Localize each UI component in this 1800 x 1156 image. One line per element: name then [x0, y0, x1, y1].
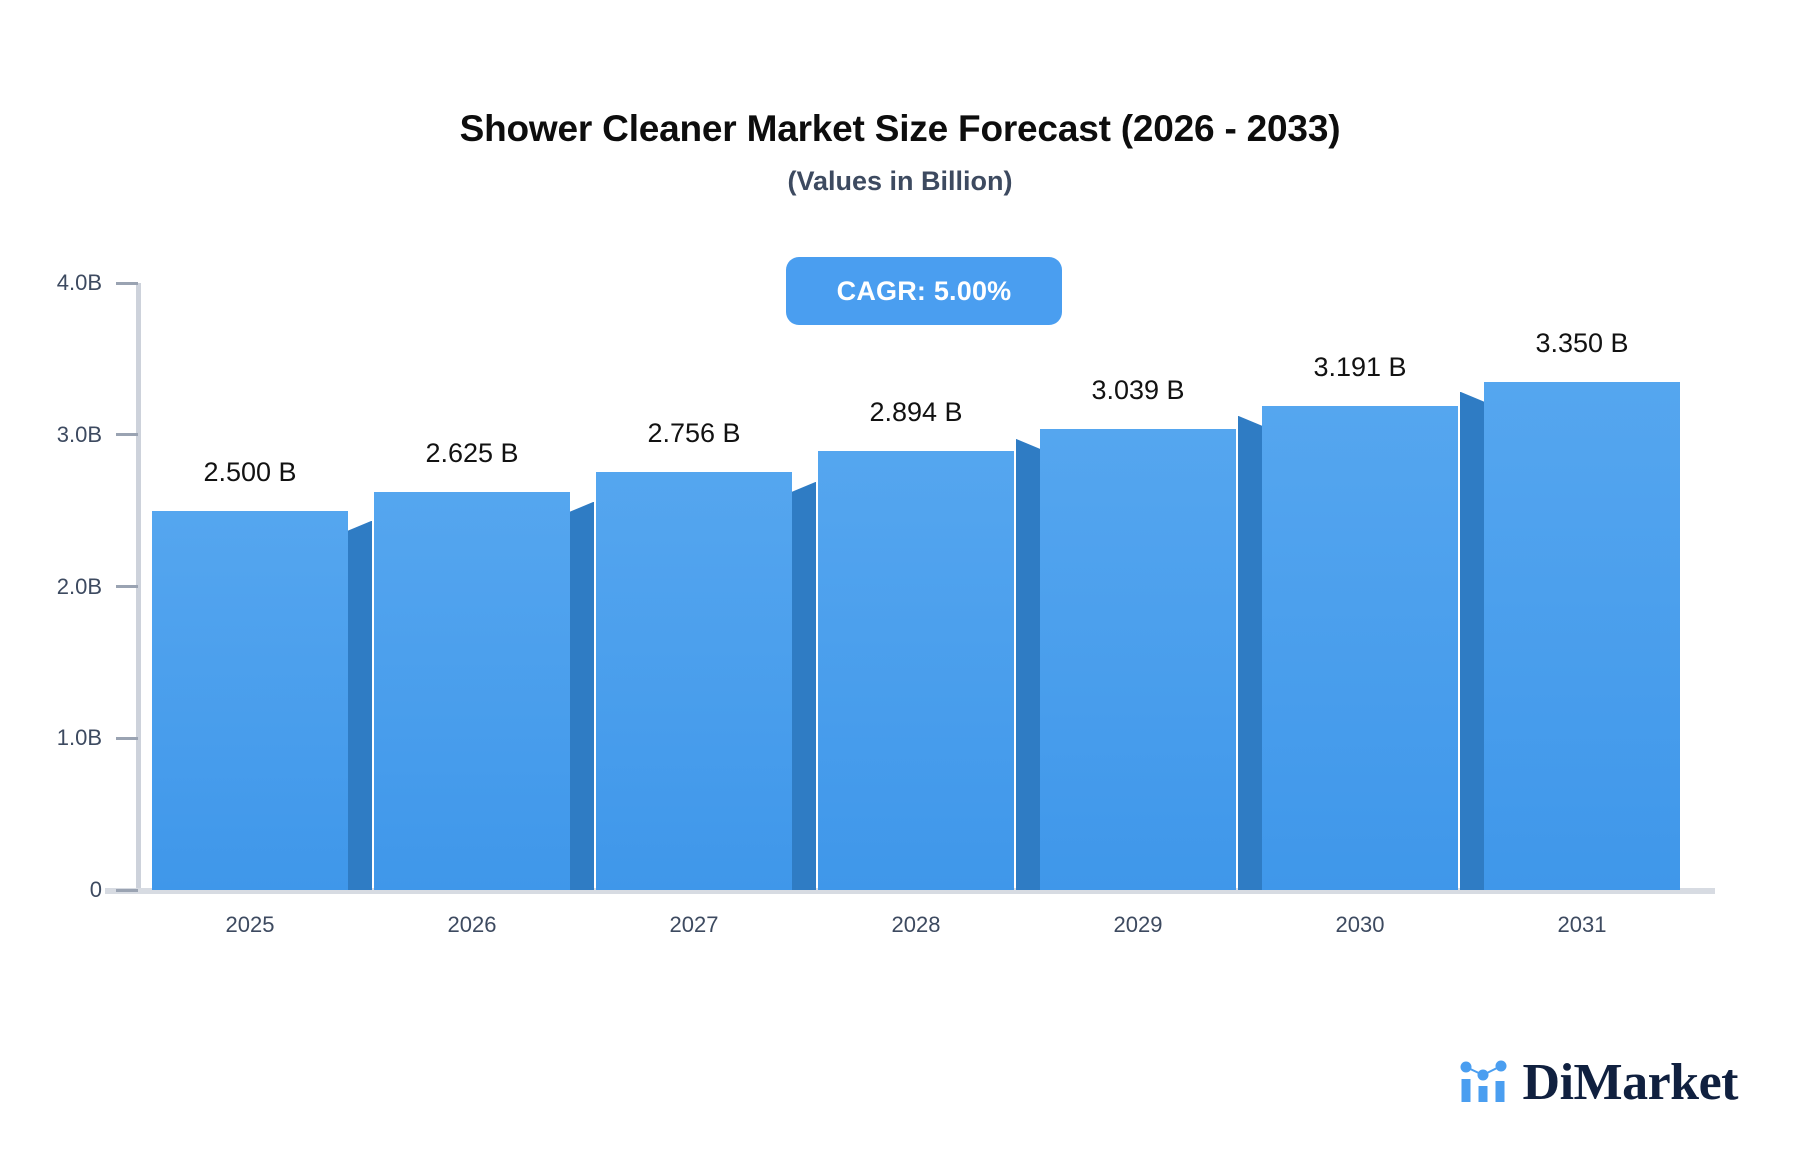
y-axis-tick: 0 — [90, 877, 138, 903]
bar-side-face — [1238, 415, 1262, 890]
y-axis-tick-label: 1.0B — [56, 725, 102, 751]
bar-value-label: 2.625 B — [425, 437, 519, 468]
y-axis-tick-label: 0 — [89, 877, 102, 902]
x-axis-label-2025: 2025 — [225, 912, 275, 937]
bar-chart-icon — [1458, 1055, 1510, 1110]
x-axis-line — [105, 888, 1715, 894]
y-axis-tick: 2.0B — [57, 574, 138, 600]
bar-2030[interactable] — [1238, 405, 1482, 890]
bar-side-face — [792, 481, 816, 890]
bar-2027[interactable] — [596, 471, 816, 890]
y-axis-tick-mark — [116, 736, 138, 740]
bar-front-face — [1040, 428, 1236, 890]
bar-value-label: 2.756 B — [647, 417, 741, 448]
y-axis-tick-label: 4.0B — [56, 270, 102, 295]
bar-front-face — [596, 471, 792, 890]
bar-side-face — [1460, 391, 1484, 890]
x-axis-label-2031: 2031 — [1557, 912, 1607, 937]
bar-front-face — [374, 491, 570, 890]
bar-front-face — [1262, 405, 1458, 890]
bar-2025[interactable] — [152, 510, 372, 890]
bar-value-label: 3.350 B — [1535, 327, 1629, 358]
y-axis-tick: 1.0B — [57, 725, 138, 751]
y-axis-tick: 3.0B — [57, 422, 138, 448]
bar-value-label: 3.191 B — [1313, 351, 1407, 382]
y-axis-tick-mark — [116, 281, 138, 285]
bar-side-face — [1016, 438, 1040, 890]
y-axis-tick-label: 2.0B — [56, 573, 102, 599]
bar-value-label: 3.039 B — [1091, 374, 1185, 405]
bar-front-face — [152, 510, 348, 890]
y-axis-tick-mark — [116, 585, 138, 588]
x-axis-label-2027: 2027 — [669, 912, 719, 937]
x-axis-label-2026: 2026 — [447, 912, 497, 937]
bar-2031[interactable] — [1460, 381, 1704, 890]
bar-2026[interactable] — [374, 491, 594, 890]
bar-front-face — [818, 450, 1014, 890]
y-axis: 0 1.0B 2.0B 3.0B 4.0B — [0, 0, 138, 1156]
page-title: Shower Cleaner Market Size Forecast (202… — [459, 108, 1341, 149]
bar-2028[interactable] — [818, 450, 1038, 890]
y-axis-line — [136, 283, 141, 891]
bar-side-face — [570, 501, 594, 890]
x-axis-label-2029: 2029 — [1113, 912, 1163, 937]
y-axis-tick-label: 3.0B — [56, 421, 102, 447]
bar-value-label: 2.500 B — [203, 456, 297, 487]
dimarket-logo: DiMarket — [1458, 1053, 1739, 1111]
bar-2029[interactable] — [1016, 428, 1260, 890]
bar-value-label: 2.894 B — [869, 396, 963, 427]
chart-subtitle: (Values in Billion) — [787, 166, 1013, 196]
y-axis-tick-mark — [116, 433, 138, 437]
x-axis-label-2030: 2030 — [1335, 912, 1385, 937]
y-axis-tick-mark — [116, 888, 138, 892]
x-axis-label-2028: 2028 — [891, 912, 941, 937]
y-axis-tick: 4.0B — [57, 270, 138, 296]
cagr-badge: CAGR: 5.00% — [786, 257, 1062, 325]
bar-front-face — [1484, 381, 1680, 890]
bar-side-face — [348, 520, 372, 890]
logo-text: DiMarket — [1522, 1053, 1739, 1111]
